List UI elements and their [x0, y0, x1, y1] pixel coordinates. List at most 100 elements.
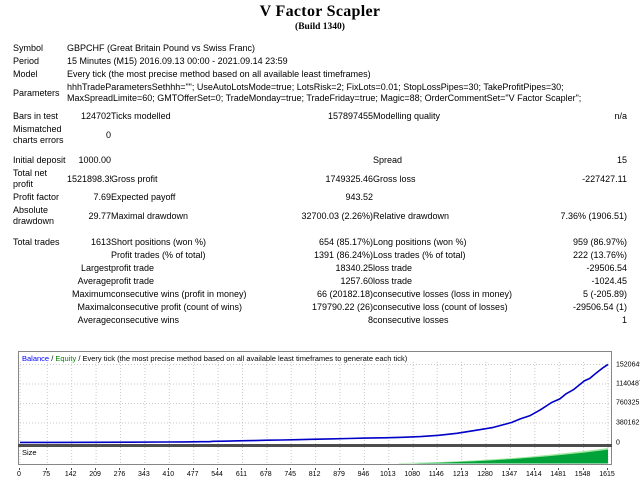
- size-panel-label: Size: [22, 448, 37, 457]
- x-tick-mark: [558, 468, 560, 470]
- report-cell: 179790.22 (26): [311, 302, 373, 312]
- size-bars-svg: [19, 447, 609, 464]
- report-cell: 1613: [90, 237, 111, 247]
- report-cell: [13, 288, 67, 301]
- y-tick-label: 760325: [616, 399, 640, 407]
- report-cell: profit trade: [111, 263, 155, 273]
- balance-curve-svg: [19, 362, 610, 444]
- report-cell: 15: [617, 155, 628, 165]
- report-cell: 157897455: [327, 111, 373, 121]
- report-cell: 1000.00: [78, 155, 111, 165]
- report-cell: Long positions (won %): [373, 237, 467, 247]
- report-cell: hhhTradeParametersSethhh=""; UseAutoLots…: [67, 82, 582, 103]
- report-table: Symbol GBPCHF (Great Britain Pound vs Swi…: [13, 42, 627, 327]
- x-tick-label: 0: [17, 471, 21, 478]
- report-row: Profit trades (% of total) 1391 (86.24%) L…: [13, 249, 627, 262]
- x-tick-mark: [436, 468, 438, 470]
- report-cell: [111, 123, 269, 147]
- report-row: Initial deposit 1000.00 Spread 15: [13, 154, 627, 167]
- report-cell: Average: [77, 276, 111, 286]
- x-tick-mark: [143, 468, 145, 470]
- report-cell: 1391 (86.24%): [313, 250, 373, 260]
- report-cell: consecutive loss (count of losses): [373, 302, 508, 312]
- report-cell: -1024.45: [591, 276, 628, 286]
- report-cell: Model: [13, 69, 38, 79]
- report-cell: [13, 228, 627, 236]
- report-row: Average profit trade 1257.60 loss trade -102…: [13, 275, 627, 288]
- x-tick-label: 544: [211, 471, 223, 478]
- x-tick-label: 1080: [404, 471, 420, 478]
- report-spacer-row: [13, 147, 627, 154]
- x-tick-mark: [533, 468, 535, 470]
- report-cell: Gross profit: [111, 173, 158, 184]
- report-cell: consecutive losses (loss in money): [373, 289, 513, 299]
- x-tick-mark: [460, 468, 462, 470]
- report-cell: 959 (86.97%): [572, 237, 628, 247]
- report-row: Profit factor 7.69 Expected payoff 943.52: [13, 191, 627, 204]
- report-cell: 32700.03 (2.26%): [301, 210, 373, 221]
- x-tick-mark: [607, 468, 608, 470]
- x-tick-mark: [582, 468, 584, 470]
- report-cell: Every tick (the most precise method base…: [67, 69, 371, 79]
- report-cell: [543, 191, 627, 204]
- report-cell: loss trade: [373, 276, 413, 286]
- report-cell: 8: [367, 315, 373, 325]
- x-tick-label: 1146: [428, 471, 444, 478]
- report-row: Largest profit trade 18340.25 loss trade -29…: [13, 262, 627, 275]
- x-tick-mark: [95, 468, 97, 470]
- report-cell: 1257.60: [340, 276, 373, 286]
- y-axis: 0 380162 760325 1140487 1520649: [616, 351, 640, 466]
- report-cell: 1: [622, 315, 628, 325]
- report-cell: Profit trades (% of total): [111, 250, 206, 260]
- report-cell: 15 Minutes (M15) 2016.09.13 00:00 - 2021…: [67, 56, 288, 66]
- x-tick-label: 1280: [477, 471, 493, 478]
- report-cell: [373, 123, 543, 147]
- build-number: (Build 1340): [295, 22, 345, 32]
- chart-divider: [18, 444, 612, 447]
- report-cell: Profit factor: [13, 192, 60, 202]
- report-cell: Modelling quality: [373, 111, 441, 121]
- x-tick-mark: [387, 468, 389, 470]
- x-tick-label: 1347: [501, 471, 518, 478]
- x-tick-label: 879: [333, 471, 345, 478]
- report-cell: 7.69: [93, 192, 111, 202]
- x-tick-label: 812: [308, 471, 321, 478]
- report-cell: 66 (20182.18): [316, 289, 373, 299]
- chart-legend: Balance / Equity / Every tick (the most …: [22, 354, 407, 363]
- report-cell: 1749325.46: [325, 173, 373, 184]
- strategy-tester-report: { "title": "V Factor Scapler", "subtitle…: [0, 3, 640, 483]
- report-cell: [67, 249, 111, 262]
- report-cell: n/a: [614, 111, 628, 121]
- report-row: Total trades 1613 Short positions (won %) 6…: [13, 236, 627, 249]
- x-tick-mark: [485, 468, 487, 470]
- report-cell: Maximum: [71, 289, 111, 299]
- report-cell: 1521898.35: [67, 173, 111, 184]
- x-tick-mark: [265, 468, 267, 470]
- report-cell: 0: [105, 129, 111, 140]
- x-tick-label: 745: [284, 471, 297, 478]
- report-cell: Bars in test: [13, 111, 59, 121]
- balance-chart-plot: Balance / Equity / Every tick (the most …: [18, 351, 612, 444]
- x-tick-label: 1548: [574, 471, 591, 478]
- report-cell: Average: [77, 315, 111, 325]
- report-row: Model Every tick (the most precise method…: [13, 68, 627, 81]
- report-cell: 7.36% (1906.51): [560, 210, 628, 221]
- x-tick-mark: [217, 468, 219, 470]
- report-cell: [269, 123, 373, 147]
- report-cell: Ticks modelled: [111, 111, 171, 121]
- report-row: Total net profit 1521898.35 Gross profit 17…: [13, 167, 627, 191]
- x-tick-mark: [314, 468, 316, 470]
- report-cell: 5 (-205.89): [582, 289, 628, 299]
- legend-balance: Balance: [22, 354, 50, 363]
- report-cell: [269, 154, 373, 167]
- report-cell: GBPCHF (Great Britain Pound vs Swiss Fra…: [67, 43, 256, 53]
- y-tick-label: 380162: [616, 419, 640, 427]
- report-cell: [13, 314, 67, 327]
- x-tick-mark: [46, 468, 48, 470]
- report-cell: Spread: [373, 155, 403, 165]
- x-tick-label: 678: [260, 471, 272, 478]
- legend-separator: /: [49, 354, 56, 363]
- page-title: V Factor Scapler: [259, 3, 381, 20]
- y-tick-label: 1520649: [616, 361, 640, 368]
- report-cell: Symbol: [13, 43, 44, 53]
